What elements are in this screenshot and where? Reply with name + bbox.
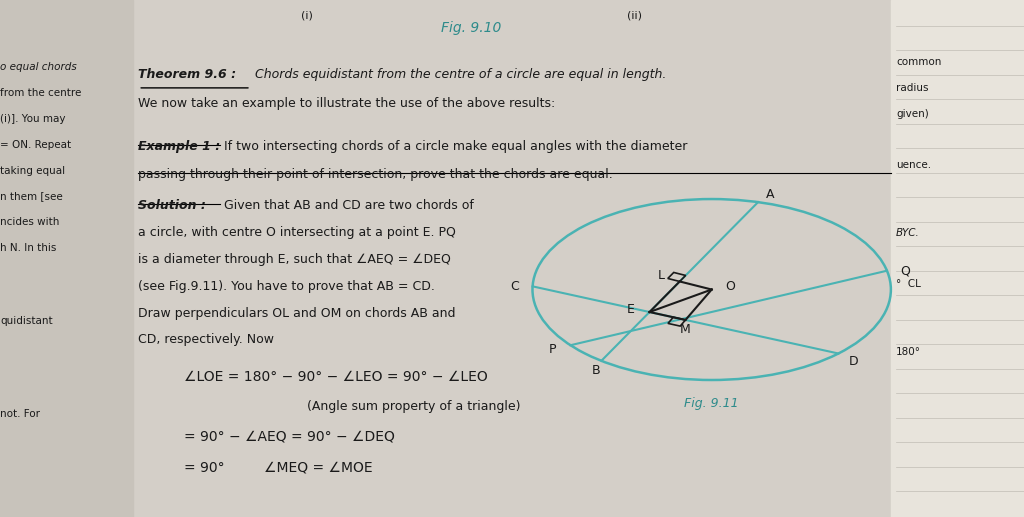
- Text: Theorem 9.6 :: Theorem 9.6 :: [138, 68, 237, 82]
- Text: Chords equidistant from the centre of a circle are equal in length.: Chords equidistant from the centre of a …: [251, 68, 667, 82]
- Text: (i)]. You may: (i)]. You may: [0, 114, 66, 124]
- Text: ncides with: ncides with: [0, 217, 59, 227]
- Text: D: D: [849, 355, 858, 368]
- Text: a circle, with centre O intersecting at a point E. PQ: a circle, with centre O intersecting at …: [138, 226, 456, 239]
- Text: O: O: [725, 280, 735, 294]
- Text: We now take an example to illustrate the use of the above results:: We now take an example to illustrate the…: [138, 97, 555, 110]
- Text: °  CL: ° CL: [896, 279, 921, 290]
- Text: 180°: 180°: [896, 346, 921, 357]
- Text: o equal chords: o equal chords: [0, 62, 77, 72]
- Text: C: C: [510, 280, 518, 293]
- Text: = 90° − ∠AEQ = 90° − ∠DEQ: = 90° − ∠AEQ = 90° − ∠DEQ: [184, 429, 395, 443]
- Text: taking equal: taking equal: [0, 165, 66, 176]
- Text: (see Fig.9.11). You have to prove that AB = CD.: (see Fig.9.11). You have to prove that A…: [138, 280, 435, 293]
- Text: Given that AB and CD are two chords of: Given that AB and CD are two chords of: [220, 199, 474, 212]
- Text: P: P: [548, 343, 556, 356]
- Text: not. For: not. For: [0, 408, 40, 419]
- Bar: [891, 0, 1024, 517]
- Text: uence.: uence.: [896, 160, 931, 171]
- Text: quidistant: quidistant: [0, 315, 52, 326]
- Text: = 90°         ∠MEQ = ∠MOE: = 90° ∠MEQ = ∠MOE: [184, 460, 373, 474]
- Text: from the centre: from the centre: [0, 88, 81, 98]
- Text: (Angle sum property of a triangle): (Angle sum property of a triangle): [307, 400, 520, 413]
- Text: = ON. Repeat: = ON. Repeat: [0, 140, 71, 150]
- Text: common: common: [896, 57, 941, 67]
- Text: If two intersecting chords of a circle make equal angles with the diameter: If two intersecting chords of a circle m…: [220, 140, 687, 153]
- Text: L: L: [657, 269, 665, 282]
- Text: ∠LOE = 180° − 90° − ∠LEO = 90° − ∠LEO: ∠LOE = 180° − 90° − ∠LEO = 90° − ∠LEO: [184, 370, 488, 384]
- Text: E: E: [627, 303, 635, 316]
- Text: Draw perpendiculars OL and OM on chords AB and: Draw perpendiculars OL and OM on chords …: [138, 307, 456, 320]
- Text: Fig. 9.10: Fig. 9.10: [441, 21, 501, 36]
- Text: B: B: [592, 363, 600, 376]
- Text: h N. In this: h N. In this: [0, 243, 56, 253]
- Text: (ii): (ii): [628, 10, 642, 21]
- Text: Example 1 :: Example 1 :: [138, 140, 220, 153]
- Text: Q: Q: [900, 264, 910, 277]
- Text: n them [see: n them [see: [0, 191, 62, 202]
- Text: Fig. 9.11: Fig. 9.11: [684, 397, 739, 410]
- Text: CD, respectively. Now: CD, respectively. Now: [138, 333, 274, 346]
- Text: radius: radius: [896, 83, 929, 93]
- Text: A: A: [766, 188, 774, 201]
- Text: passing through their point of intersection, prove that the chords are equal.: passing through their point of intersect…: [138, 168, 613, 181]
- Text: is a diameter through E, such that ∠AEQ = ∠DEQ: is a diameter through E, such that ∠AEQ …: [138, 253, 452, 266]
- Text: BYC.: BYC.: [896, 227, 920, 238]
- Text: M: M: [680, 323, 691, 336]
- Bar: [0, 0, 133, 517]
- Text: Solution :: Solution :: [138, 199, 206, 212]
- Text: given): given): [896, 109, 929, 119]
- Text: (i): (i): [301, 10, 313, 21]
